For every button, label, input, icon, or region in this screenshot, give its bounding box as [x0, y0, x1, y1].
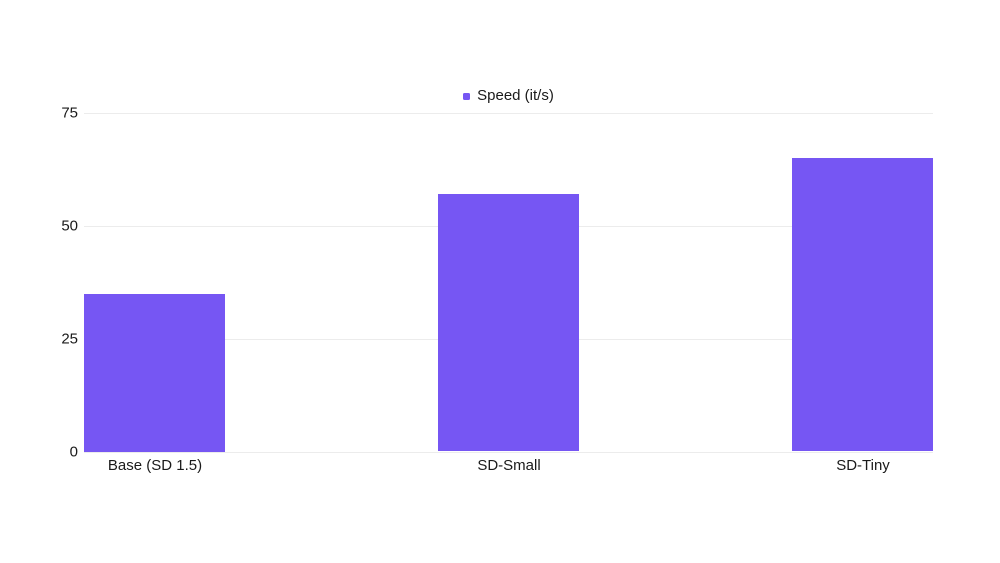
gridline-y-75 — [84, 113, 933, 114]
gridline-y-0 — [84, 452, 933, 453]
x-axis-label-3: SD-Tiny — [836, 457, 890, 474]
y-tick-label-75: 75 — [61, 104, 78, 122]
bar-sd-tiny — [792, 158, 933, 451]
legend-marker-icon — [463, 92, 471, 100]
y-tick-label-50: 50 — [61, 217, 78, 235]
y-tick-label-25: 25 — [61, 330, 78, 348]
legend[interactable]: Speed (it/s) — [84, 87, 933, 105]
bar-sd-small — [438, 194, 579, 451]
bar-base-sd-1-5 — [84, 294, 225, 452]
y-tick-label-0: 0 — [69, 443, 78, 461]
x-axis-label-2: SD-Small — [477, 457, 541, 474]
x-axis-label-1: Base (SD 1.5) — [107, 457, 203, 474]
legend-label: Speed (it/s) — [477, 87, 554, 104]
